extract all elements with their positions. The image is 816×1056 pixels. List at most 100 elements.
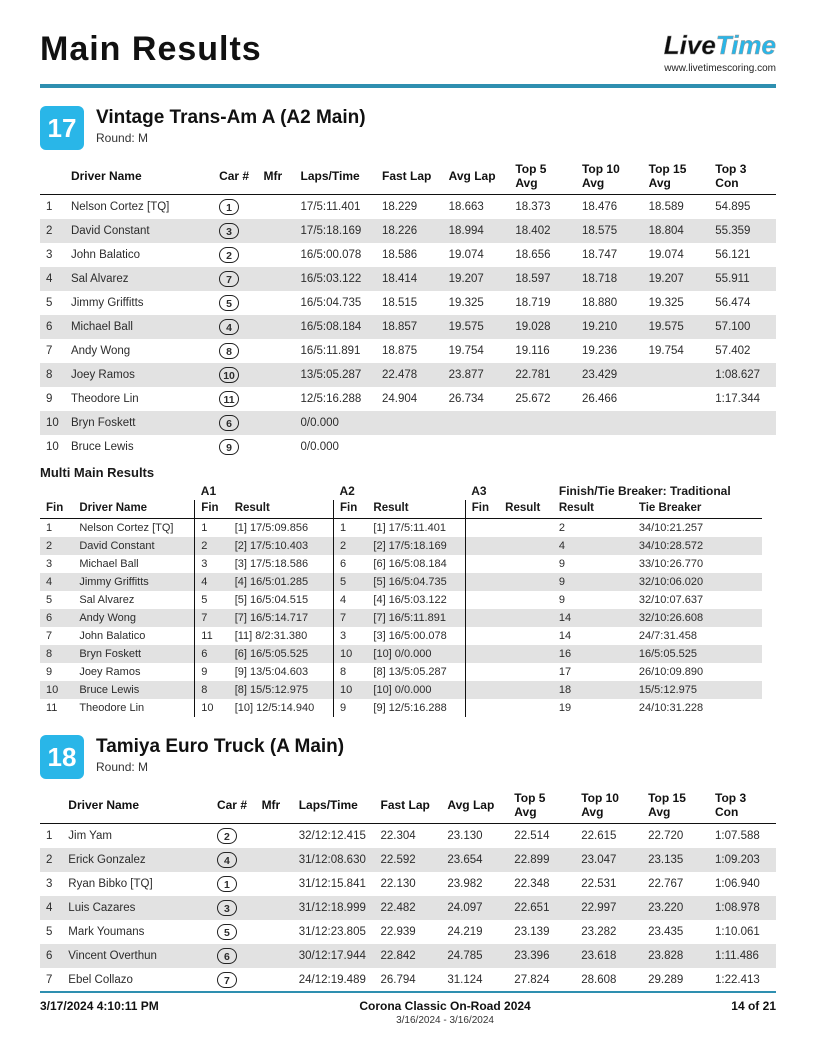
cell-7: 19.028 [509,315,576,339]
column-header-2: Car # [213,158,257,195]
column-header-6: Avg Lap [443,158,510,195]
cell-5 [376,435,443,459]
cell-5: 18.875 [376,339,443,363]
cell-4: 0/0.000 [295,435,376,459]
multi-cell-9: 32/10:07.637 [633,591,762,609]
cell-3 [258,315,295,339]
car-number-cell: 3 [213,219,257,243]
multi-cell-3: [1] 17/5:09.856 [229,519,334,538]
multi-cell-7 [499,681,553,699]
multi-cell-4: 3 [334,627,368,645]
car-number-cell: 4 [211,848,256,872]
cell-10: 57.100 [709,315,776,339]
column-header-7: Top 5 Avg [509,158,576,195]
sub-header-6: Fin [465,500,499,519]
multi-cell-4: 1 [334,519,368,538]
driver-results-table: Driver Name Car # Mfr Laps/Time Fast Lap Avg … [40,158,776,459]
cell-3 [258,363,295,387]
cell-6: 24.219 [441,920,508,944]
cell-4: 16/5:04.735 [295,291,376,315]
cell-4: 0/0.000 [295,411,376,435]
cell-3 [256,824,293,849]
cell-10 [709,411,776,435]
table-row: 6 Michael Ball 4 16/5:08.184 18.857 19.575 19.… [40,315,776,339]
cell-1: John Balatico [65,243,213,267]
multi-cell-0: 4 [40,573,73,591]
round-badge: 18 [40,735,84,779]
car-number-cell: 3 [211,896,256,920]
multi-cell-1: Jimmy Griffitts [73,573,194,591]
cell-8: 18.747 [576,243,643,267]
car-number-badge: 6 [217,948,237,964]
car-number-badge: 5 [219,295,239,311]
multi-cell-2: 8 [195,681,229,699]
car-number-cell: 4 [213,315,257,339]
multi-cell-0: 2 [40,537,73,555]
cell-4: 24/12:19.489 [293,968,375,992]
cell-8: 26.466 [576,387,643,411]
logo-time-text: Time [716,30,776,60]
sub-header-0: Fin [40,500,73,519]
cell-0: 3 [40,243,65,267]
multi-cell-6 [465,519,499,538]
section-round-label: Round: M [96,131,366,145]
cell-10: 54.895 [709,195,776,220]
cell-0: 1 [40,195,65,220]
multi-cell-2: 11 [195,627,229,645]
cell-8: 19.210 [576,315,643,339]
cell-0: 2 [40,848,62,872]
multi-table-row: 5 Sal Alvarez 5 [5] 16/5:04.515 4 [4] 16/5:03… [40,591,776,609]
multi-table-row: 4 Jimmy Griffitts 4 [4] 16/5:01.285 5 [5] 16/… [40,573,776,591]
multi-cell-0: 7 [40,627,73,645]
cell-8: 22.615 [575,824,642,849]
cell-1: Ebel Collazo [62,968,211,992]
cell-5: 22.592 [374,848,441,872]
car-number-badge: 4 [217,852,237,868]
multi-cell-4: 2 [334,537,368,555]
results-section-18: 18 Tamiya Euro Truck (A Main) Round: M Driv… [40,735,776,992]
cell-9: 19.207 [643,267,710,291]
cell-10: 1:08.978 [709,896,776,920]
cell-8: 19.236 [576,339,643,363]
multi-cell-5: [10] 0/0.000 [367,681,465,699]
cell-3 [258,243,295,267]
multi-cell-1: Joey Ramos [73,663,194,681]
multi-cell-3: [11] 8/2:31.380 [229,627,334,645]
multi-cell-0: 3 [40,555,73,573]
sub-header-2: Fin [195,500,229,519]
multi-cell-0: 5 [40,591,73,609]
sub-header-4: Fin [334,500,368,519]
table-row: 2 David Constant 3 17/5:18.169 18.226 18.994 1… [40,219,776,243]
cell-0: 6 [40,944,62,968]
multi-cell-9: 16/5:05.525 [633,645,762,663]
cell-8: 18.575 [576,219,643,243]
cell-4: 13/5:05.287 [295,363,376,387]
multi-cell-4: 9 [334,699,368,717]
multi-cell-5: [8] 13/5:05.287 [367,663,465,681]
column-header-4: Laps/Time [295,158,376,195]
multi-cell-2: 1 [195,519,229,538]
multi-cell-2: 9 [195,663,229,681]
multi-cell-1: Theodore Lin [73,699,194,717]
cell-4: 12/5:16.288 [295,387,376,411]
car-number-badge: 3 [219,223,239,239]
cell-0: 7 [40,339,65,363]
car-number-cell: 6 [213,411,257,435]
column-header-1: Driver Name [65,158,213,195]
multi-table-row: 8 Bryn Foskett 6 [6] 16/5:05.525 10 [10] 0/0.… [40,645,776,663]
car-number-badge: 5 [217,924,237,940]
car-number-badge: 6 [219,415,239,431]
cell-3 [258,291,295,315]
cell-10: 1:22.413 [709,968,776,992]
column-header-6: Avg Lap [441,787,508,824]
cell-10: 55.359 [709,219,776,243]
footer-timestamp: 3/17/2024 4:10:11 PM [40,999,159,1013]
cell-10: 55.911 [709,267,776,291]
cell-7: 25.672 [509,387,576,411]
cell-4: 16/5:00.078 [295,243,376,267]
cell-3 [256,944,293,968]
car-number-cell: 8 [213,339,257,363]
sections-container: 17 Vintage Trans-Am A (A2 Main) Round: M Dr… [40,106,776,992]
column-header-0 [40,158,65,195]
multi-cell-8: 16 [553,645,633,663]
